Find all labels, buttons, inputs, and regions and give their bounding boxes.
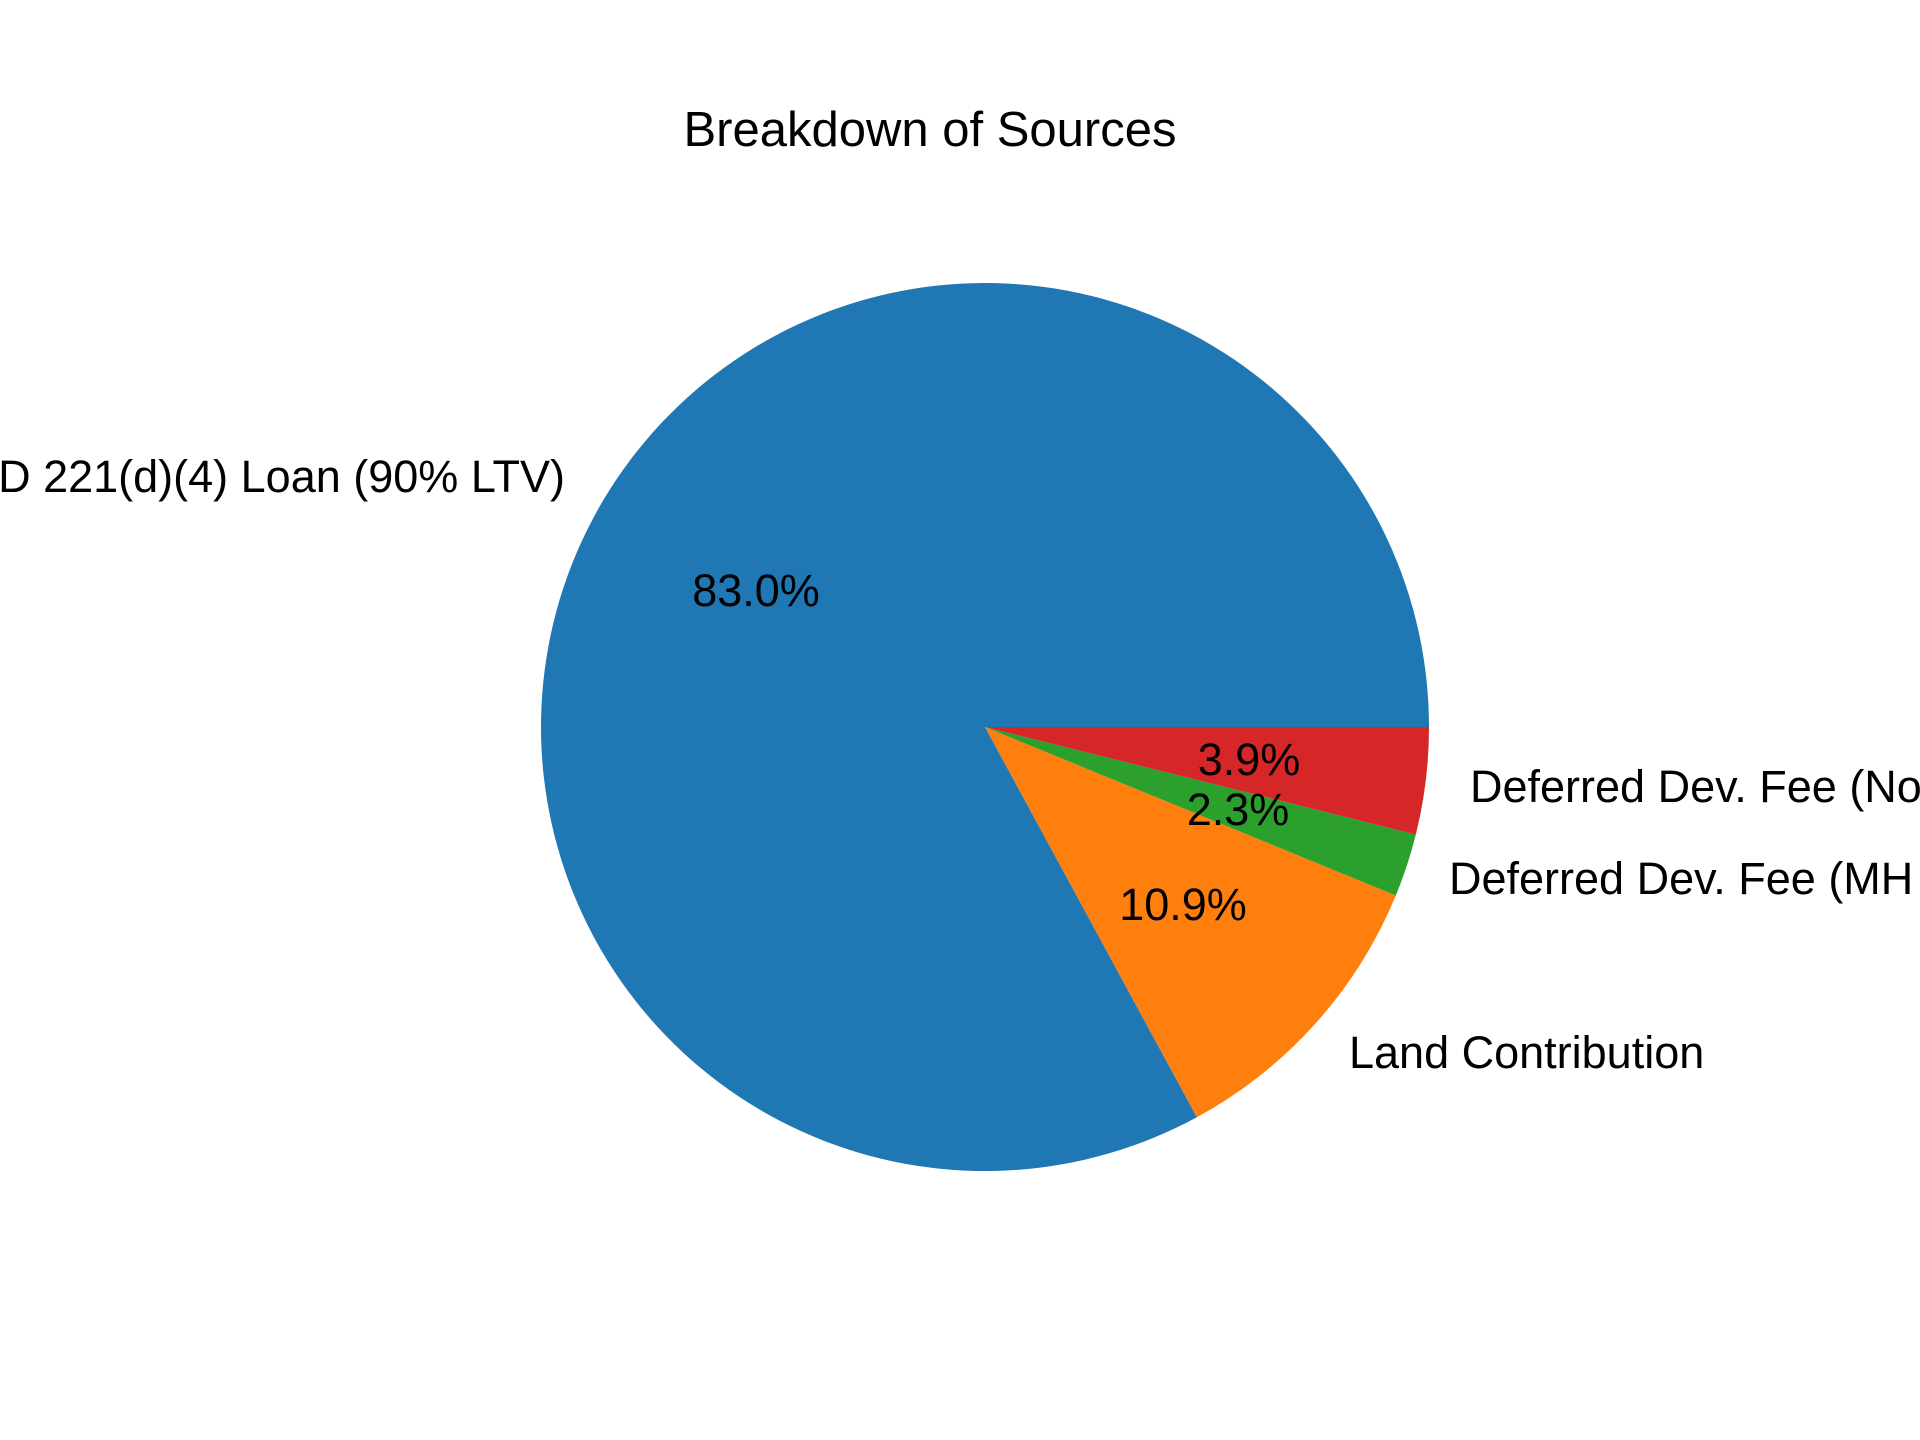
pie-wedge-3 bbox=[985, 727, 1429, 835]
slice-label-deferred-fee-no: Deferred Dev. Fee (No bbox=[1470, 761, 1920, 812]
pie-wedge-2 bbox=[985, 727, 1416, 896]
slice-label-land-contribution: Land Contribution bbox=[1349, 1027, 1705, 1078]
slice-label-hud-loan: D 221(d)(4) Loan (90% LTV) bbox=[0, 451, 565, 502]
slice-label-deferred-fee-mh: Deferred Dev. Fee (MH bbox=[1449, 853, 1914, 904]
chart-title: Breakdown of Sources bbox=[683, 103, 1177, 157]
pie-wedge-1 bbox=[985, 727, 1396, 1118]
pie-wedge-0 bbox=[540, 283, 1429, 1172]
pct-label-hud-loan: 83.0% bbox=[692, 565, 820, 616]
pct-label-land-contribution: 10.9% bbox=[1119, 879, 1247, 930]
pct-label-deferred-fee-no: 3.9% bbox=[1197, 734, 1301, 785]
pct-label-deferred-fee-mh: 2.3% bbox=[1186, 784, 1290, 835]
